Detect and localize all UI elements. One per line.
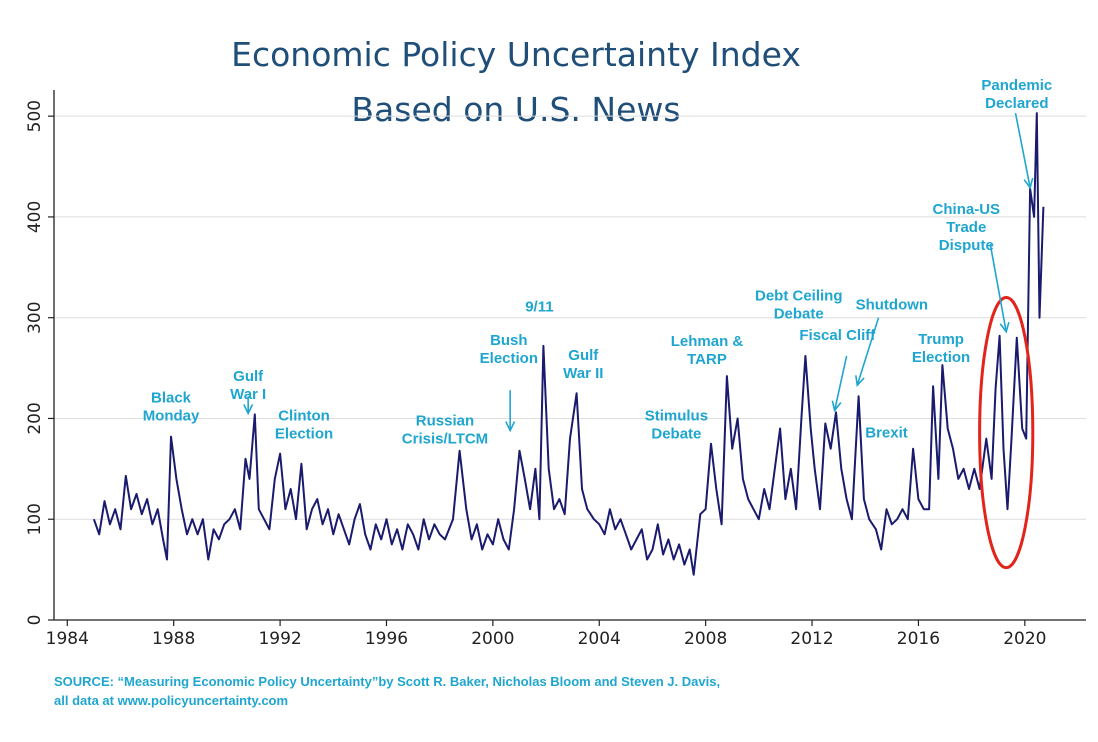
annotation-arrow-head — [831, 400, 842, 413]
annotation-label: Gulf War I — [230, 368, 266, 403]
y-tick-label: 400 — [25, 201, 45, 233]
annotation-label: Russian Crisis/LTCM — [402, 413, 488, 448]
x-tick-label: 2016 — [897, 629, 940, 649]
x-tick-label: 2020 — [1003, 629, 1046, 649]
annotation-line: Black — [151, 389, 192, 406]
x-tick-label: 1996 — [365, 629, 408, 649]
x-tick-label: 2012 — [790, 629, 833, 649]
axes: 1984 1988 1992 1996 2000 2004 2008 2012 2016 2020… — [25, 90, 1086, 649]
annotation-line: Gulf — [568, 347, 599, 364]
annotation-arrow-shaft — [833, 355, 848, 411]
annotation-line: Debate — [651, 425, 701, 442]
annotation-line: Brexit — [865, 425, 908, 442]
annotation-arrow-head — [999, 321, 1010, 334]
annotation-label: Bush Election — [480, 332, 538, 367]
annotation-arrow-head — [855, 375, 865, 387]
x-tick-label: 1988 — [152, 629, 195, 649]
annotation-label: Debt Ceiling Debate — [755, 288, 843, 323]
annotation-label: Shutdown — [856, 297, 928, 314]
annotation-label: 9/11 — [525, 299, 553, 316]
x-tick-label: 2008 — [684, 629, 727, 649]
annotation-label: Gulf War II — [563, 347, 603, 382]
annotation-line: Lehman & — [671, 333, 744, 350]
annotation-line: Bush — [490, 332, 528, 349]
annotation-line: 9/11 — [525, 299, 553, 316]
annotation-label: Lehman & TARP — [671, 333, 744, 368]
x-tick-label: 2000 — [471, 629, 514, 649]
y-tick-label: 500 — [25, 100, 45, 132]
x-tick-label: 2004 — [578, 629, 621, 649]
annotation-arrow-head — [505, 421, 516, 433]
annotation-line: War II — [563, 365, 603, 382]
annotation-arrow-head — [1023, 177, 1034, 190]
source-line-2: all data at www.policyuncertainty.com — [54, 693, 289, 708]
annotation-line: Stimulus — [645, 407, 708, 424]
source-note: SOURCE: “Measuring Economic Policy Uncer… — [54, 672, 814, 710]
annotation-line: TARP — [687, 351, 727, 368]
x-tick-label: 1992 — [258, 629, 301, 649]
annotation-line: China-US — [933, 201, 1001, 218]
annotation-label: Trump Election — [912, 331, 970, 366]
annotation-arrow-shaft — [856, 317, 880, 386]
chart-title-line-2: Based on U.S. News — [351, 90, 680, 129]
y-tick-label: 0 — [25, 615, 45, 626]
annotation-arrow-shaft — [1014, 112, 1031, 188]
annotation-line: Election — [480, 350, 538, 367]
annotation-line: Debt Ceiling — [755, 288, 843, 305]
annotation-arrow-shaft — [989, 243, 1007, 332]
annotation-line: Shutdown — [856, 297, 928, 314]
annotation-line: Clinton — [278, 407, 330, 424]
trade-dispute-highlight-ellipse — [978, 296, 1035, 570]
y-tick-label: 200 — [25, 402, 45, 434]
annotation-line: Pandemic — [981, 77, 1052, 94]
annotation-arrows — [243, 112, 1034, 433]
series-layer — [92, 112, 1045, 576]
annotation-line: Russian — [416, 413, 474, 430]
highlight-layer — [978, 296, 1035, 570]
annotation-label: China-US Trade Dispute — [933, 201, 1001, 254]
annotation-label: Pandemic Declared — [981, 77, 1052, 112]
annotation-label: Black Monday — [143, 389, 200, 424]
x-tick-label: 1984 — [46, 629, 89, 649]
series-line-0 — [92, 112, 1045, 576]
y-tick-label: 300 — [25, 301, 45, 333]
annotation-label: Brexit — [865, 425, 908, 442]
y-tick-label: 100 — [25, 503, 45, 535]
annotation-label: Stimulus Debate — [645, 407, 708, 442]
annotation-line: Trump — [918, 331, 964, 348]
annotation-line: Dispute — [939, 237, 994, 254]
annotation-arrow-head — [243, 404, 254, 416]
annotation-label: Clinton Election — [275, 407, 333, 442]
annotation-line: Monday — [143, 407, 200, 424]
annotation-line: Gulf — [233, 368, 264, 385]
annotation-line: Election — [912, 349, 970, 366]
annotation-line: Declared — [985, 95, 1048, 112]
annotation-label: Fiscal Cliff — [799, 327, 876, 344]
source-line-1: SOURCE: “Measuring Economic Policy Uncer… — [54, 674, 721, 689]
annotation-line: Fiscal Cliff — [799, 327, 876, 344]
annotation-line: Trade — [946, 219, 986, 236]
grid-lines — [54, 115, 1086, 520]
annotation-line: Debate — [774, 306, 824, 323]
annotation-line: Election — [275, 425, 333, 442]
annotation-line: Crisis/LTCM — [402, 431, 488, 448]
annotation-line: War I — [230, 386, 266, 403]
chart-title-line-1: Economic Policy Uncertainty Index — [231, 35, 801, 74]
